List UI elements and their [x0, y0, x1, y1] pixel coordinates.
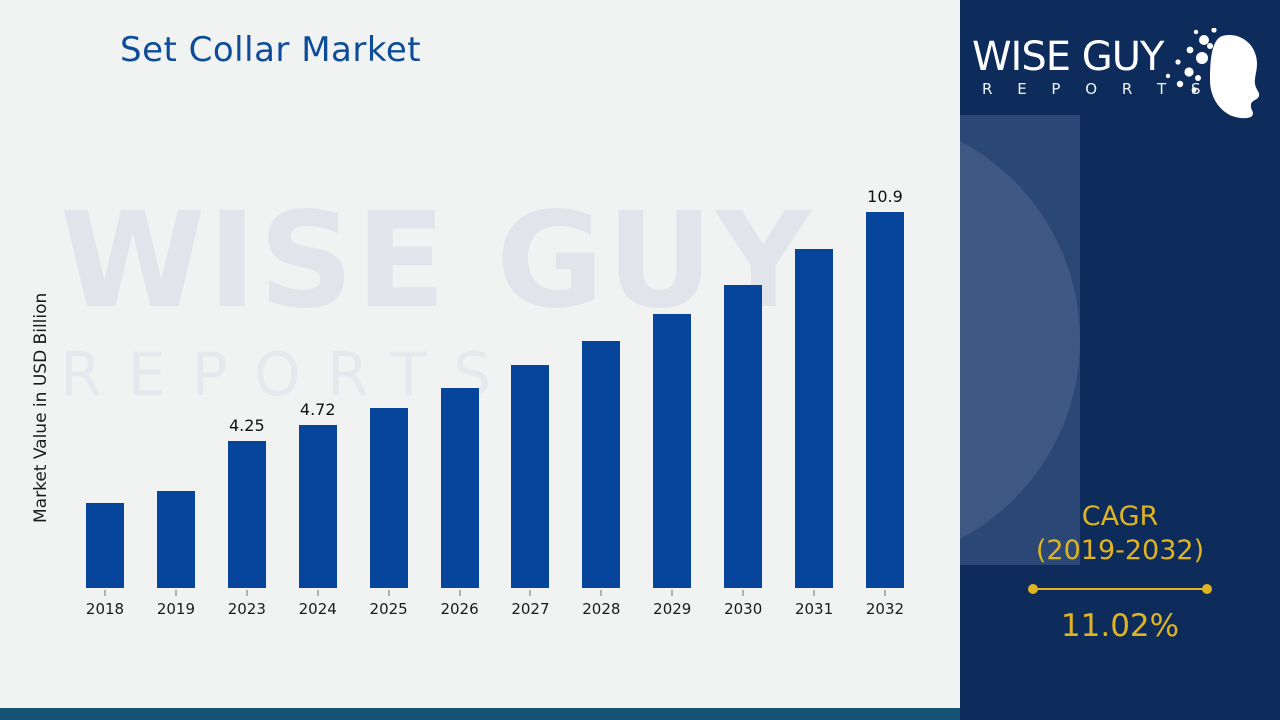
footer-strip: [0, 708, 960, 720]
x-axis-tick: [459, 590, 461, 596]
x-axis-tick-label: 2028: [582, 600, 621, 618]
bar-value-label: 4.72: [299, 400, 336, 420]
chart-panel: WISE GUY REPORTS Set Collar Market Marke…: [0, 30, 960, 720]
bar: [440, 387, 479, 588]
bar-value-label: 4.25: [229, 416, 265, 436]
bar-group: 4.25 2023: [212, 150, 282, 618]
x-axis-tick-label: 2024: [298, 600, 337, 618]
x-axis-tick: [742, 590, 744, 596]
cagr-period: (2019-2032): [1035, 534, 1205, 566]
bar: 10.9: [865, 187, 904, 588]
x-axis-tick-label: 2029: [653, 600, 692, 618]
x-axis-tick: [388, 590, 390, 596]
bar-value-label: 10.9: [867, 187, 903, 207]
bar: [156, 490, 195, 588]
x-axis-tick-label: 2030: [724, 600, 763, 618]
x-axis-tick-label: 2027: [511, 600, 550, 618]
cagr-divider: [1028, 583, 1212, 594]
bar-group: 2026: [425, 150, 495, 618]
cagr-block: CAGR (2019-2032) 11.02%: [960, 500, 1280, 644]
bar-group: 2027: [495, 150, 565, 618]
x-axis-tick-label: 2023: [227, 600, 266, 618]
page-title: Set Collar Market: [120, 30, 422, 70]
logo-secondary-text: R E P O R T S: [982, 80, 1211, 98]
x-axis-tick-label: 2032: [865, 600, 905, 618]
bar-group: 2019: [141, 150, 211, 618]
cagr-value: 11.02%: [1060, 607, 1180, 644]
bar: [511, 364, 550, 588]
bar: 4.72: [298, 400, 337, 588]
divider-dot-left: [1028, 583, 1038, 594]
x-axis-tick: [813, 590, 815, 596]
logo-primary-text: WISE GUY: [972, 34, 1164, 80]
divider-line: [1034, 587, 1206, 590]
bar: 4.25: [227, 416, 266, 588]
divider-dot-right: [1202, 583, 1212, 594]
bar-group: 2029: [637, 150, 707, 618]
x-axis-tick: [671, 590, 673, 596]
logo: WISE GUY R E P O R T S: [960, 28, 1280, 124]
bar: [582, 341, 621, 588]
bar: [653, 314, 692, 588]
x-axis-tick-label: 2018: [85, 600, 125, 618]
x-axis-tick: [600, 590, 602, 596]
x-axis-tick: [175, 590, 177, 596]
bar-group: 2025: [354, 150, 424, 618]
x-axis-tick: [884, 590, 886, 596]
bar-group: 2028: [566, 150, 636, 618]
x-axis-tick-label: 2019: [156, 600, 195, 618]
bar-group: 2018: [70, 150, 140, 618]
x-axis-tick-label: 2025: [369, 600, 408, 618]
bar-group: 2030: [708, 150, 778, 618]
x-axis-tick-label: 2031: [794, 600, 834, 618]
x-axis-tick: [529, 590, 531, 596]
head-network-icon: [1165, 28, 1260, 119]
x-axis-tick: [104, 590, 106, 596]
bar-group: 4.72 2024: [283, 150, 353, 618]
bar: [369, 407, 408, 588]
bar: [724, 285, 763, 588]
x-axis-tick: [246, 590, 248, 596]
x-axis-tick-label: 2026: [440, 600, 479, 618]
x-axis-tick: [317, 590, 319, 596]
bar: [795, 248, 834, 588]
brain-network-graphic: [960, 115, 1080, 565]
y-axis-label: Market Value in USD Billion: [31, 292, 51, 524]
bar: [86, 502, 124, 588]
bar-group: 10.9 2032: [850, 150, 920, 618]
cagr-label: CAGR: [1081, 501, 1159, 532]
brand-panel: WISE GUY R E P O R T S: [960, 0, 1280, 720]
bar-series: 2018 2019 4.25 2023 4.72 2024 2025 2026 2027 2028…: [70, 150, 920, 618]
bar-group: 2031: [779, 150, 849, 618]
